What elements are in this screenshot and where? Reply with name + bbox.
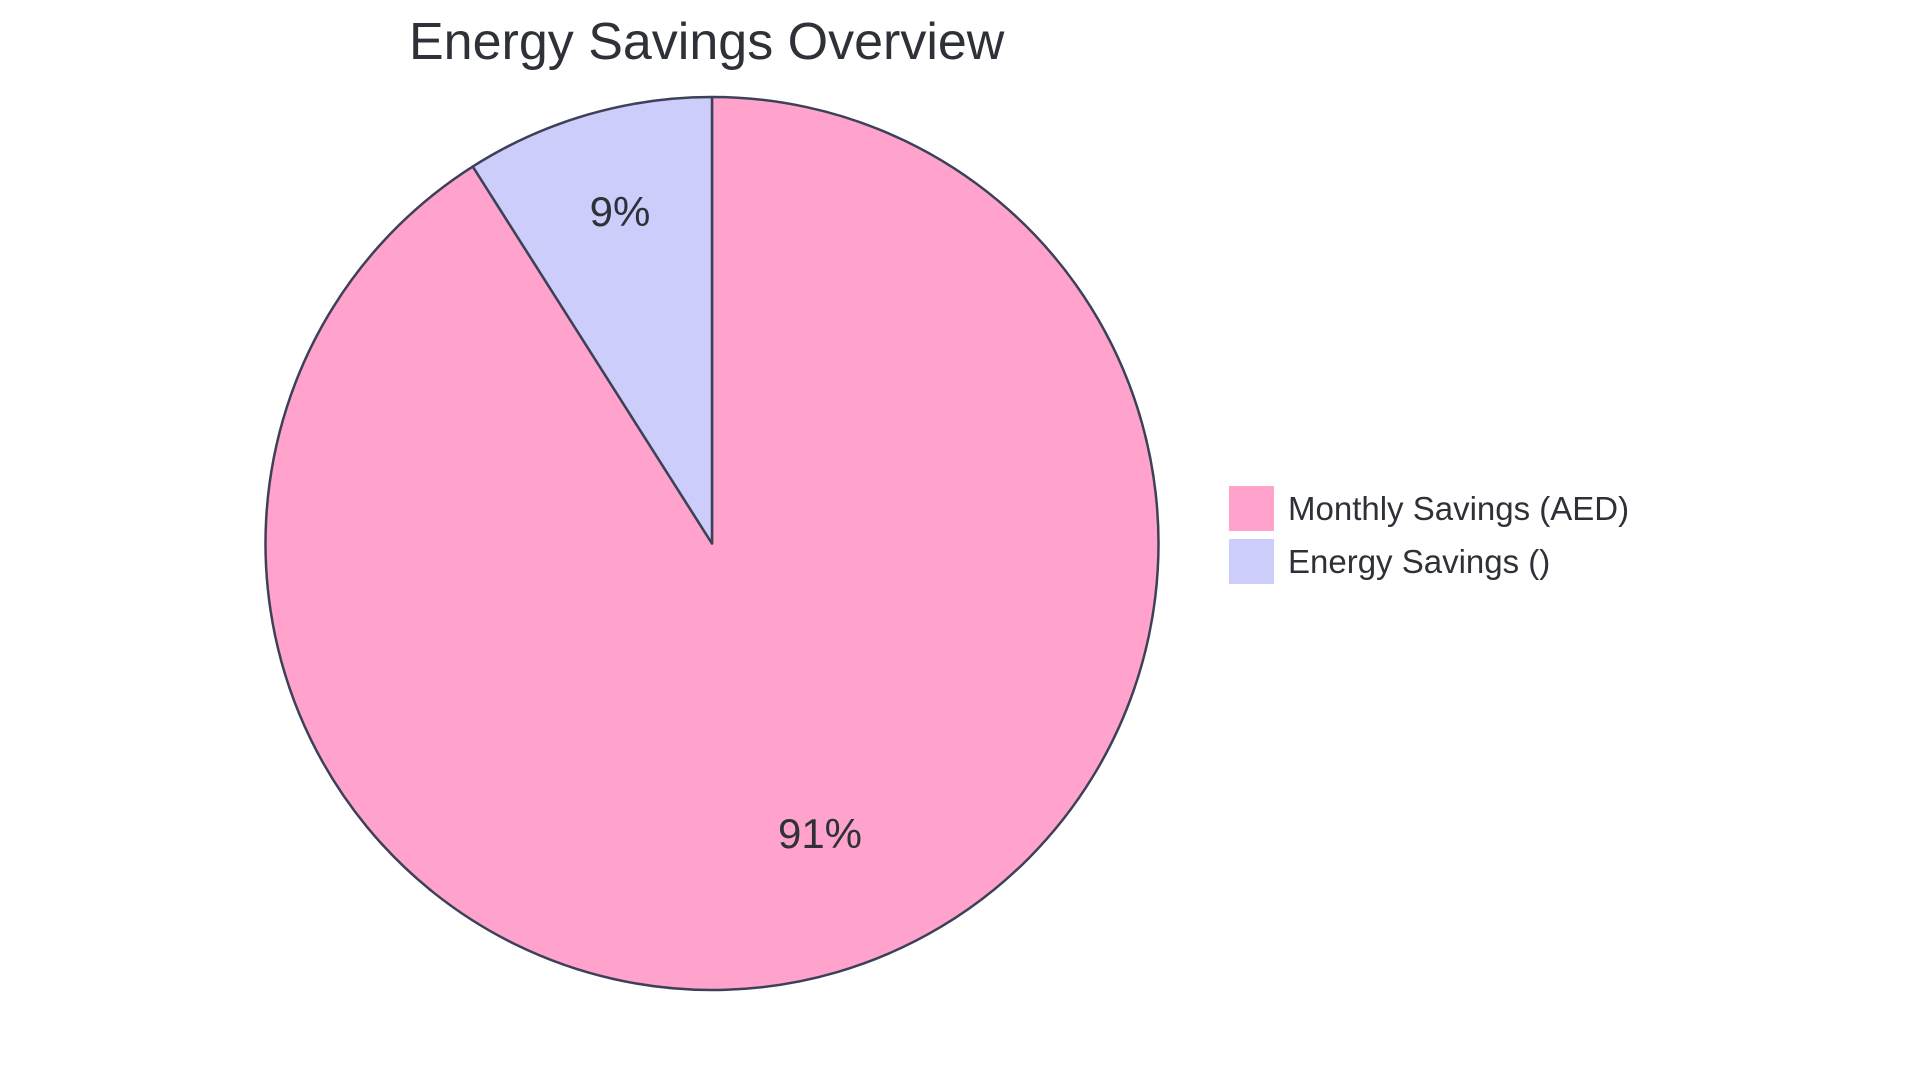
- svg-text:9%: 9%: [590, 188, 651, 235]
- svg-text:91%: 91%: [778, 810, 862, 857]
